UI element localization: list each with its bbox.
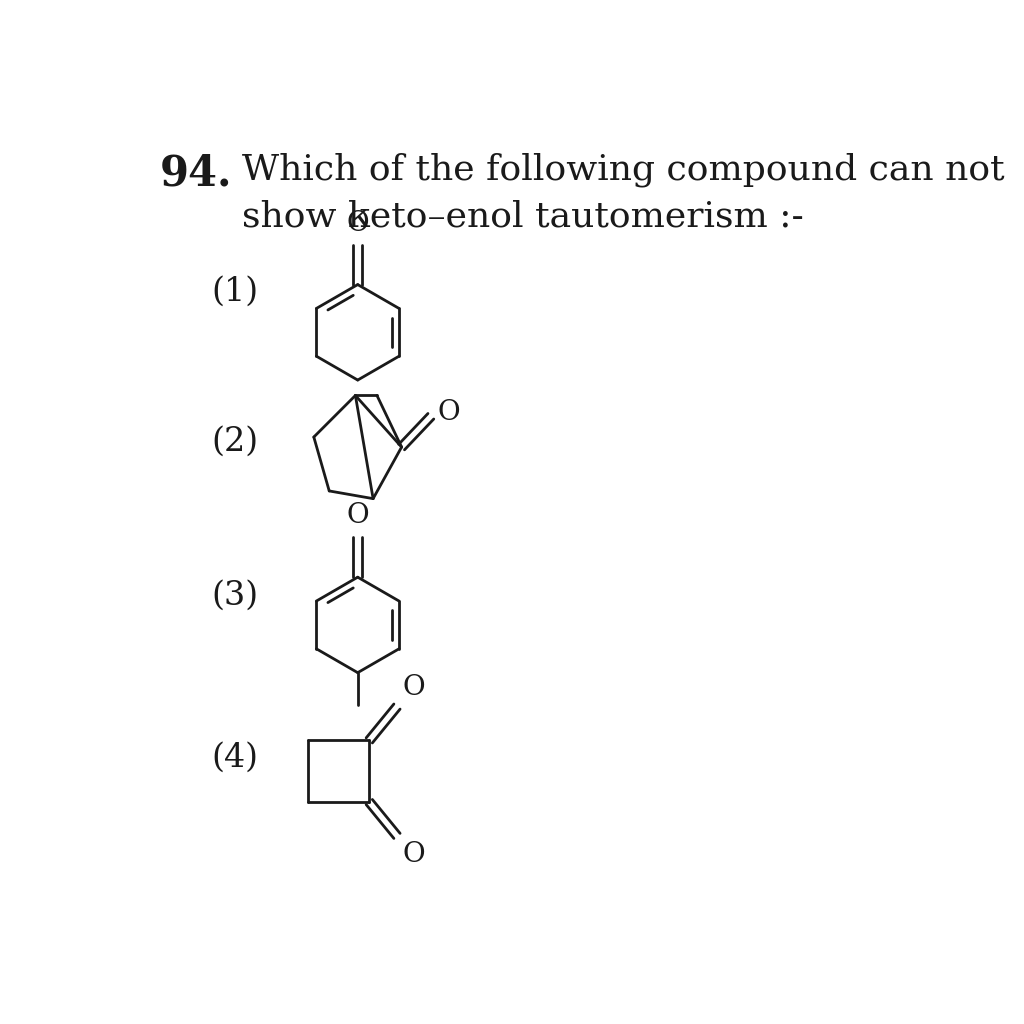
Text: O: O [402, 842, 425, 868]
Text: (3): (3) [211, 580, 258, 611]
Text: Which of the following compound can not: Which of the following compound can not [243, 153, 1005, 187]
Text: O: O [402, 674, 425, 701]
Text: (1): (1) [211, 275, 258, 307]
Text: O: O [438, 399, 461, 426]
Text: O: O [346, 210, 369, 237]
Text: (2): (2) [211, 426, 258, 458]
Text: show keto–enol tautomerism :-: show keto–enol tautomerism :- [243, 199, 804, 233]
Text: (4): (4) [211, 741, 258, 773]
Text: 94.: 94. [160, 153, 232, 195]
Text: O: O [346, 503, 369, 529]
